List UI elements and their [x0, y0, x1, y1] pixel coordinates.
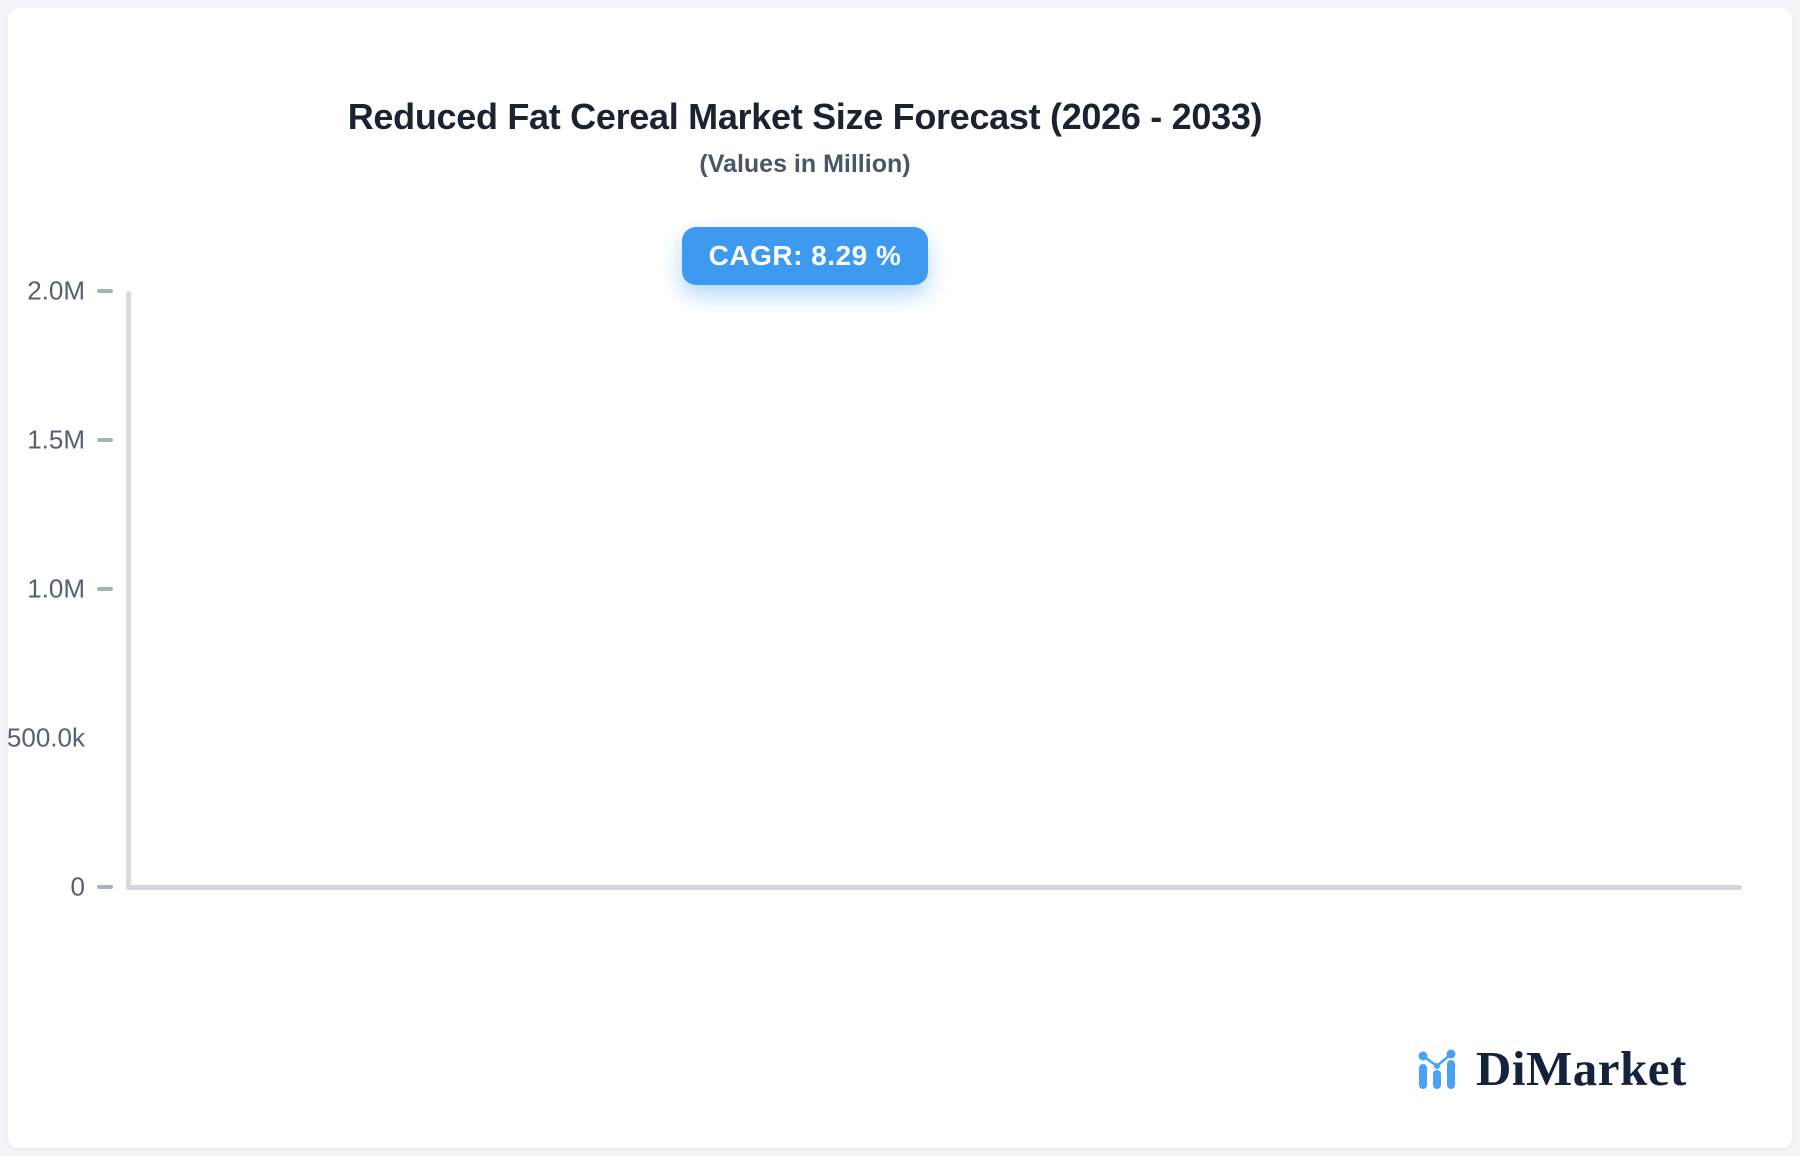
y-tick-mark [97, 289, 113, 293]
dimarket-logo: DiMarket [1418, 1040, 1687, 1097]
logo-text: DiMarket [1476, 1041, 1687, 1096]
y-tick-mark [97, 885, 113, 889]
y-tick-mark [97, 438, 113, 442]
chart-card [8, 8, 1792, 1148]
chart-subtitle: (Values in Million) [699, 150, 911, 178]
chart-header: Reduced Fat Cereal Market Size Forecast … [0, 0, 1610, 285]
y-tick-label: 1.5M [27, 424, 85, 455]
y-axis-line [126, 291, 131, 888]
y-tick-label: 500.0k [6, 722, 85, 753]
chart-title: Reduced Fat Cereal Market Size Forecast … [347, 96, 1263, 137]
y-axis: 2.0M 1.5M 1.0M 500.0k 0 [0, 276, 113, 902]
y-tick-label: 2.0M [27, 275, 85, 306]
mini-bar-chart-icon [1418, 1049, 1456, 1089]
y-tick-mark [97, 587, 113, 591]
plot-area [129, 291, 1725, 885]
y-tick-label: 0 [70, 871, 85, 902]
cagr-badge: CAGR: 8.29 % [681, 227, 929, 285]
y-tick-label: 1.0M [27, 573, 85, 604]
x-axis-line [126, 885, 1742, 890]
